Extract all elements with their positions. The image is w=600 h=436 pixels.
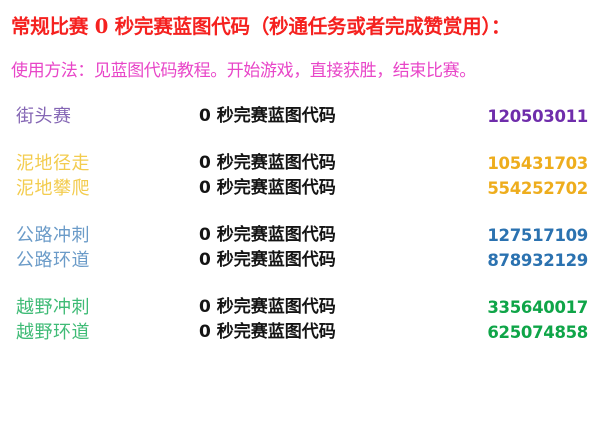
race-seconds-value: 0	[199, 250, 211, 270]
race-description-text: 秒完赛蓝图代码	[216, 106, 336, 126]
table-row: 越野冲刺 0 秒完赛蓝图代码 335640017	[0, 295, 600, 320]
blueprint-code-value[interactable]: 625074858	[487, 323, 588, 342]
race-code-table: 街头赛 0 秒完赛蓝图代码 120503011 泥地径走 0 秒完赛蓝图代码 105431…	[0, 104, 600, 345]
blueprint-code-value[interactable]: 127517109	[487, 226, 588, 245]
race-description-label: 0 秒完赛蓝图代码	[199, 223, 336, 248]
usage-instructions: 使用方法：见蓝图代码教程。开始游戏，直接获胜，结束比赛。	[11, 61, 476, 81]
race-description-label: 0 秒完赛蓝图代码	[199, 295, 336, 320]
table-row: 公路环道 0 秒完赛蓝图代码 878932129	[0, 248, 600, 273]
race-description-label: 0 秒完赛蓝图代码	[199, 176, 336, 201]
table-row: 泥地攀爬 0 秒完赛蓝图代码 554252702	[0, 176, 600, 201]
table-row: 公路冲刺 0 秒完赛蓝图代码 127517109	[0, 223, 600, 248]
race-name-label: 泥地径走	[16, 153, 90, 174]
race-name-label: 公路冲刺	[16, 225, 90, 246]
race-description-label: 0 秒完赛蓝图代码	[199, 104, 336, 129]
blueprint-code-value[interactable]: 554252702	[487, 179, 588, 198]
blueprint-code-value[interactable]: 105431703	[487, 154, 588, 173]
race-seconds-value: 0	[199, 297, 211, 317]
table-row: 泥地径走 0 秒完赛蓝图代码 105431703	[0, 151, 600, 176]
race-name-label: 越野环道	[16, 322, 90, 343]
table-row: 街头赛 0 秒完赛蓝图代码 120503011	[0, 104, 600, 129]
race-description-text: 秒完赛蓝图代码	[216, 250, 336, 270]
race-name-label: 公路环道	[16, 250, 90, 271]
race-seconds-value: 0	[199, 153, 211, 173]
race-seconds-value: 0	[199, 106, 211, 126]
race-description-text: 秒完赛蓝图代码	[216, 153, 336, 173]
race-name-label: 街头赛	[16, 106, 72, 127]
table-row: 越野环道 0 秒完赛蓝图代码 625074858	[0, 320, 600, 345]
race-description-label: 0 秒完赛蓝图代码	[199, 248, 336, 273]
blueprint-code-value[interactable]: 335640017	[487, 298, 588, 317]
race-description-text: 秒完赛蓝图代码	[216, 225, 336, 245]
race-seconds-value: 0	[199, 225, 211, 245]
blueprint-code-value[interactable]: 120503011	[487, 107, 588, 126]
race-name-label: 泥地攀爬	[16, 178, 90, 199]
race-description-label: 0 秒完赛蓝图代码	[199, 151, 336, 176]
race-description-text: 秒完赛蓝图代码	[216, 178, 336, 198]
blueprint-code-value[interactable]: 878932129	[487, 251, 588, 270]
race-seconds-value: 0	[199, 322, 211, 342]
race-description-text: 秒完赛蓝图代码	[216, 322, 336, 342]
race-description-label: 0 秒完赛蓝图代码	[199, 320, 336, 345]
race-seconds-value: 0	[199, 178, 211, 198]
race-description-text: 秒完赛蓝图代码	[216, 297, 336, 317]
race-name-label: 越野冲刺	[16, 297, 90, 318]
page-title: 常规比赛 0 秒完赛蓝图代码（秒通任务或者完成赞赏用）：	[11, 15, 511, 38]
